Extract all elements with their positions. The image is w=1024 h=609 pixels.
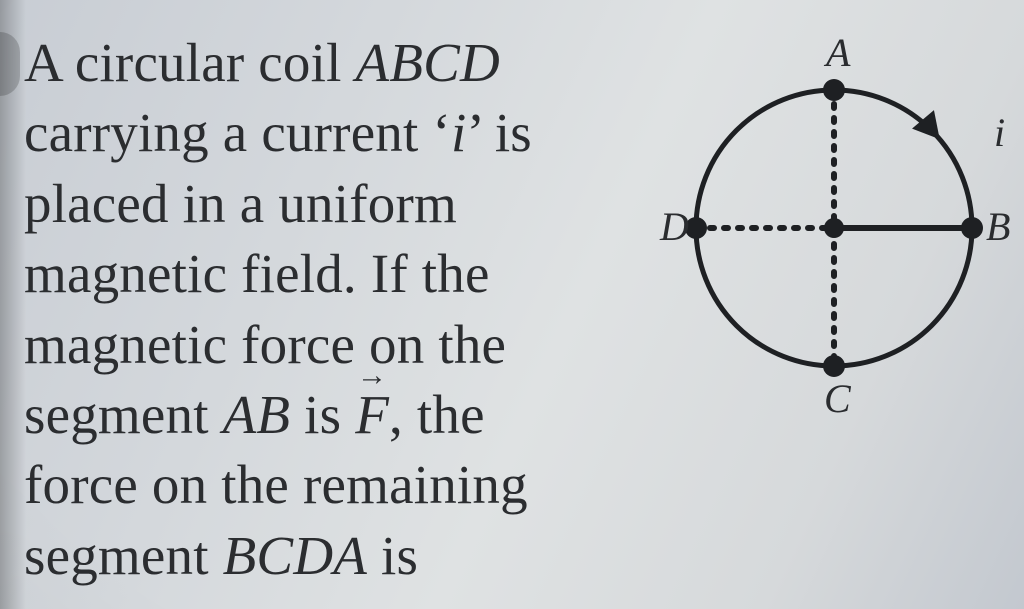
svg-text:C: C [824, 376, 852, 421]
svg-text:D: D [659, 204, 689, 249]
svg-text:A: A [823, 30, 851, 75]
force-vector-symbol: F [355, 380, 389, 450]
w: carrying a current ‘ [24, 102, 451, 163]
w: placed in a uniform [24, 173, 457, 234]
w: magnetic force on the [24, 314, 506, 375]
w: segment [24, 384, 223, 445]
svg-text:B: B [986, 204, 1010, 249]
question-text-column: A circular coil ABCD carrying a current … [24, 10, 644, 591]
diagram-layer: A B C Di [659, 30, 1010, 421]
coil-diagram: A B C Di [634, 18, 1024, 438]
question-text: A circular coil ABCD carrying a current … [24, 28, 644, 591]
question-number-tab [0, 32, 20, 96]
force-segment: AB [223, 384, 291, 445]
current-symbol: i [451, 102, 466, 163]
w: is [367, 525, 418, 586]
w: force on the remaining [24, 454, 528, 515]
coil-name: ABCD [356, 32, 500, 93]
w: segment [24, 525, 223, 586]
w: is [290, 384, 355, 445]
w: A circular coil [24, 32, 356, 93]
w: , the [389, 384, 485, 445]
w: magnetic field. If the [24, 243, 490, 304]
page: A circular coil ABCD carrying a current … [24, 10, 1014, 599]
remaining-segment: BCDA [223, 525, 367, 586]
svg-text:i: i [994, 110, 1005, 155]
w: ’ is [466, 102, 531, 163]
